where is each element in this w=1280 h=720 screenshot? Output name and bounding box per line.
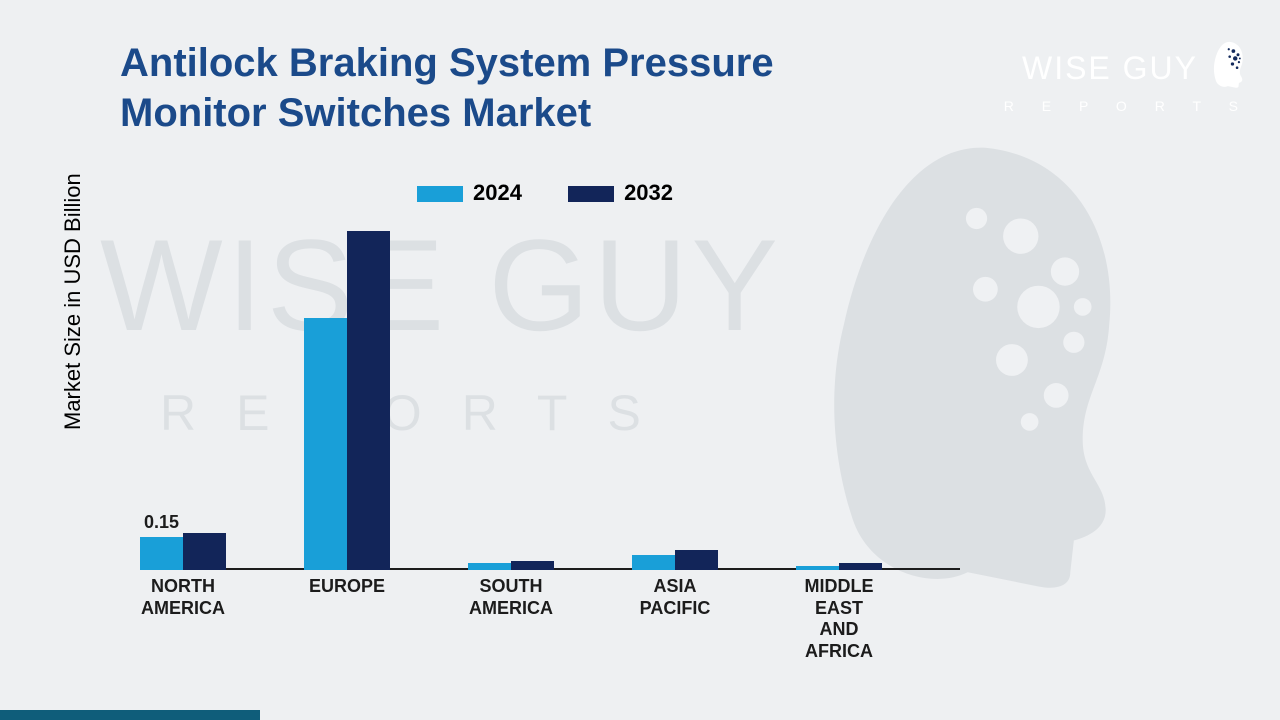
plot-area: 0.15: [140, 220, 960, 570]
category-label: EUROPE: [277, 576, 417, 598]
bar-2024: [796, 566, 839, 570]
chart-title: Antilock Braking System Pressure Monitor…: [120, 38, 840, 138]
bar-2032: [183, 533, 226, 570]
legend-swatch-2032: [568, 186, 614, 202]
brand-logo: WISE GUY R E P O R T S: [1004, 40, 1250, 114]
category-label: MIDDLEEASTANDAFRICA: [769, 576, 909, 662]
bar-value-label: 0.15: [144, 512, 179, 533]
bar-2032: [511, 561, 554, 570]
legend-label-2032: 2032: [624, 180, 673, 205]
bar-2024: [140, 537, 183, 570]
category-label: ASIAPACIFIC: [605, 576, 745, 619]
bar-2024: [468, 563, 511, 570]
y-axis-label: Market Size in USD Billion: [60, 173, 86, 430]
brand-main: WISE GUY: [1022, 50, 1198, 87]
legend: 2024 2032: [90, 180, 960, 206]
category-label: NORTHAMERICA: [113, 576, 253, 619]
brand-sub: R E P O R T S: [1004, 98, 1250, 114]
bar-2032: [839, 563, 882, 570]
bar-2032: [675, 550, 718, 570]
stage: WISE GUY REPORTS Antilock Braking System…: [0, 0, 1280, 720]
category-label: SOUTHAMERICA: [441, 576, 581, 619]
legend-label-2024: 2024: [473, 180, 522, 205]
bar-2024: [304, 318, 347, 570]
accent-bar: [0, 710, 260, 720]
brand-head-icon: [1202, 40, 1250, 96]
bar-2032: [347, 231, 390, 570]
legend-swatch-2024: [417, 186, 463, 202]
bar-chart: Market Size in USD Billion 2024 2032 0.1…: [90, 180, 960, 680]
bar-2024: [632, 555, 675, 570]
